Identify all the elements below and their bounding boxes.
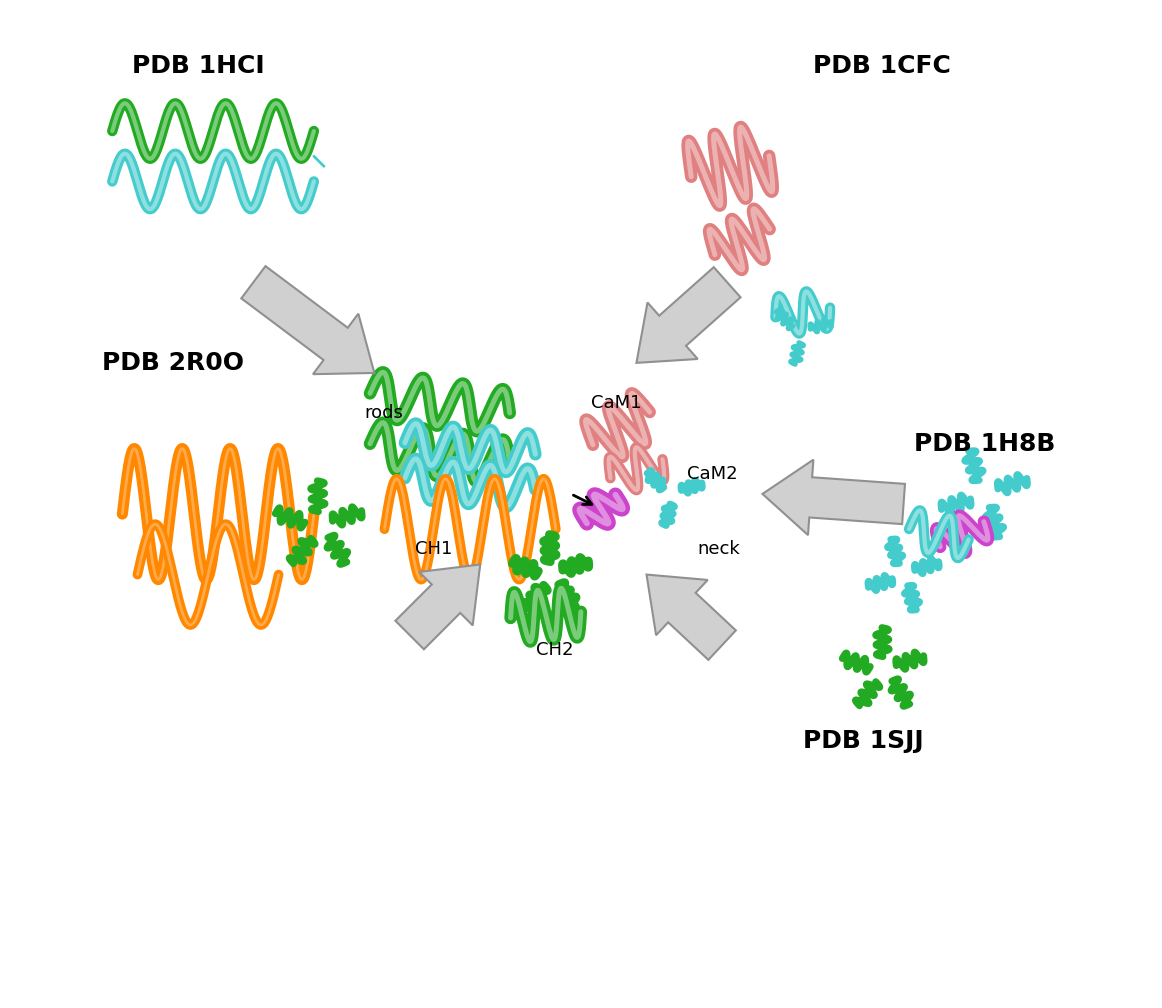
Polygon shape — [762, 460, 905, 535]
Text: CH1: CH1 — [415, 540, 452, 558]
Text: neck: neck — [697, 540, 740, 558]
Text: PDB 2R0O: PDB 2R0O — [102, 351, 244, 375]
Polygon shape — [242, 266, 374, 374]
Text: CH2: CH2 — [536, 641, 573, 659]
Text: PDB 1H8B: PDB 1H8B — [913, 431, 1055, 456]
Polygon shape — [637, 267, 740, 363]
Text: CaM1: CaM1 — [591, 394, 641, 412]
Text: PDB 1CFC: PDB 1CFC — [813, 53, 951, 78]
Polygon shape — [646, 575, 736, 660]
Polygon shape — [395, 564, 480, 649]
Text: PDB 1HCI: PDB 1HCI — [132, 53, 265, 78]
Text: rods: rods — [364, 404, 403, 422]
Text: PDB 1SJJ: PDB 1SJJ — [803, 729, 924, 753]
Text: CaM2: CaM2 — [687, 465, 738, 483]
